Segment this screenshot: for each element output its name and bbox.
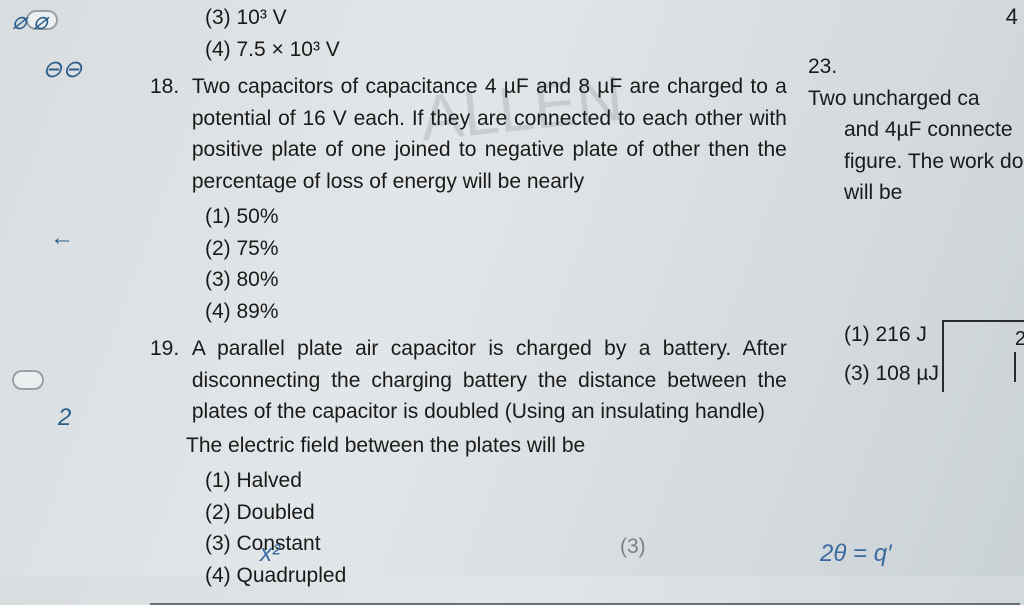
option: (2) 75% bbox=[205, 233, 485, 265]
question-number: 18. bbox=[150, 71, 186, 103]
main-column: (3) 10³ V (4) 7.5 × 10³ V 18. Two capaci… bbox=[150, 0, 790, 605]
circuit-label: 2 bbox=[1015, 324, 1024, 354]
hole bbox=[12, 370, 44, 390]
capacitor-plate-icon bbox=[1014, 352, 1016, 382]
q18-options-row2: (3) 80% (4) 89% bbox=[205, 264, 790, 327]
handwriting: 2θ = q′ bbox=[820, 536, 892, 572]
question-23: 23. Two uncharged ca bbox=[808, 51, 1024, 114]
margin-scribble: 2 bbox=[58, 400, 71, 436]
page-root: ⌀ ⌀ ⊖⊖ ← 2 ALLEN (3) 10³ V (4) 7.5 × 10³… bbox=[0, 0, 1024, 576]
prev-option-row: (3) 10³ V (4) 7.5 × 10³ V bbox=[205, 2, 790, 65]
option: (3) 80% bbox=[205, 264, 515, 296]
option: (1) Halved bbox=[205, 465, 515, 497]
question-19: 19. A parallel plate air capacitor is ch… bbox=[150, 333, 790, 428]
page-corner-number: 4 bbox=[808, 0, 1024, 33]
margin-scribble: ⌀ ⌀ bbox=[12, 4, 48, 40]
option: (4) Quadrupled bbox=[205, 560, 485, 592]
handwriting: x² bbox=[260, 536, 280, 572]
footer-option: (3) bbox=[620, 531, 646, 563]
margin-scribble: ⊖⊖ bbox=[42, 52, 82, 88]
q19-options-row2: (3) Constant (4) Quadrupled bbox=[205, 528, 790, 591]
q18-options-row1: (1) 50% (2) 75% bbox=[205, 201, 790, 264]
question-text-line: figure. The work do bbox=[844, 146, 1024, 178]
q19-options-row1: (1) Halved (2) Doubled bbox=[205, 465, 790, 528]
question-text: A parallel plate air capacitor is charge… bbox=[192, 333, 787, 428]
option: (1) 50% bbox=[205, 201, 515, 233]
question-subtext: The electric field between the plates wi… bbox=[186, 430, 790, 462]
right-column: 4 23. Two uncharged ca and 4µF connecte … bbox=[808, 0, 1024, 390]
question-18: 18. Two capacitors of capacitance 4 µF a… bbox=[150, 71, 790, 197]
margin-scribble: ← bbox=[50, 220, 74, 256]
question-text: Two uncharged ca bbox=[808, 83, 983, 115]
option: (3) Constant bbox=[205, 528, 515, 560]
option: (4) 89% bbox=[205, 296, 485, 328]
option: (3) 10³ V bbox=[205, 2, 515, 34]
question-number: 23. bbox=[808, 51, 844, 83]
question-text: Two capacitors of capacitance 4 µF and 8… bbox=[192, 71, 787, 197]
question-text-line: will be bbox=[844, 177, 1024, 209]
question-number: 19. bbox=[150, 333, 186, 365]
option: (2) Doubled bbox=[205, 497, 485, 529]
option: (4) 7.5 × 10³ V bbox=[205, 34, 485, 66]
circuit-fragment: 2 bbox=[942, 320, 1024, 392]
question-text-line: and 4µF connecte bbox=[844, 114, 1024, 146]
